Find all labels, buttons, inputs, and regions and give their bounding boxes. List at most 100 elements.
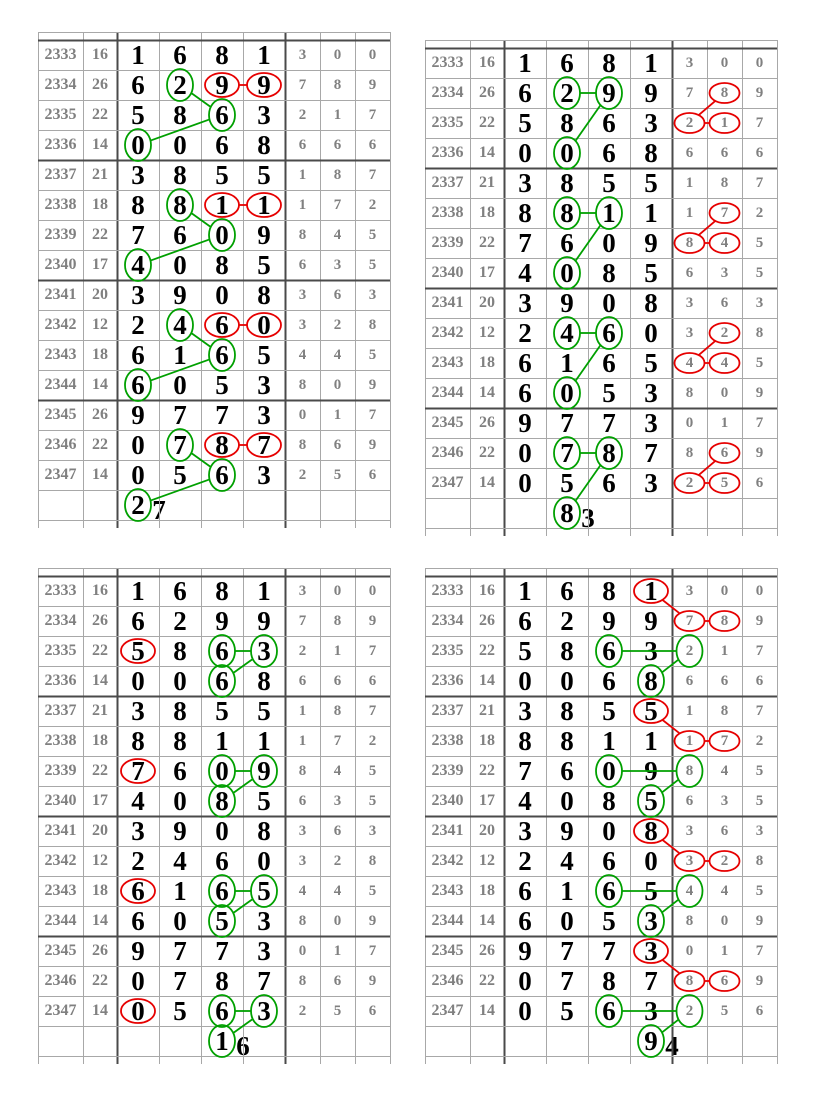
green-circle-annotation xyxy=(250,634,278,668)
table-row: 2333 16 1 6 8 1 3 0 0 xyxy=(38,40,390,70)
main-digit-cell: 3 xyxy=(257,460,271,490)
main-digit-cell: 3 xyxy=(518,696,532,726)
sum-cell: 26 xyxy=(479,612,495,629)
aux-digit-cell: 7 xyxy=(298,77,307,93)
green-circle-annotation xyxy=(250,874,278,908)
table-row: 2336 14 0 0 6 8 6 6 6 xyxy=(38,130,390,160)
main-digit-cell: 5 xyxy=(131,100,145,130)
main-digit-cell: 4 xyxy=(518,258,532,288)
green-circle-annotation xyxy=(637,784,665,818)
aux-digit-cell: 8 xyxy=(333,703,342,719)
aux-digit-cell: 9 xyxy=(755,445,764,461)
aux-digit-cell: 2 xyxy=(298,1003,307,1019)
main-digit-cell: 0 xyxy=(173,786,187,816)
prediction-digit-circled: 8 xyxy=(560,498,574,528)
aux-digit-cell: 2 xyxy=(685,1003,694,1019)
main-digit-cell: 8 xyxy=(257,280,271,310)
main-digit-cell: 6 xyxy=(215,130,229,160)
green-circle-annotation xyxy=(124,248,152,282)
green-circle-annotation xyxy=(208,784,236,818)
green-circle-annotation xyxy=(208,338,236,372)
main-digit-cell: 9 xyxy=(644,606,658,636)
green-circle-annotation xyxy=(208,1024,236,1058)
period-cell: 2341 xyxy=(44,822,77,839)
period-cell: 2346 xyxy=(44,436,77,453)
sum-cell: 12 xyxy=(92,852,108,869)
main-digit-cell: 6 xyxy=(215,310,229,340)
red-circle-annotation xyxy=(633,578,669,604)
green-circle-annotation xyxy=(166,188,194,222)
green-circle-annotation xyxy=(553,256,581,290)
aux-digit-cell: 7 xyxy=(333,197,342,213)
main-digit-cell: 5 xyxy=(215,906,229,936)
table-row: 2339 22 7 6 0 9 8 4 5 xyxy=(38,756,390,786)
main-digit-cell: 8 xyxy=(644,666,658,696)
main-digit-cell: 1 xyxy=(644,726,658,756)
aux-digit-cell: 9 xyxy=(368,77,377,93)
main-digit-cell: 5 xyxy=(173,996,187,1026)
aux-digit-cell: 6 xyxy=(755,1003,764,1019)
sum-cell: 26 xyxy=(479,414,495,431)
aux-digit-cell: 0 xyxy=(368,583,377,599)
aux-digit-cell: 7 xyxy=(755,115,764,131)
aux-digit-cell: 8 xyxy=(298,377,307,393)
aux-digit-cell: 5 xyxy=(755,235,764,251)
aux-digit-cell: 8 xyxy=(333,613,342,629)
period-cell: 2337 xyxy=(44,702,77,719)
sum-cell: 12 xyxy=(92,316,108,333)
aux-digit-cell: 5 xyxy=(368,347,377,363)
period-cell: 2343 xyxy=(431,882,464,899)
main-digit-cell: 1 xyxy=(518,48,532,78)
main-digit-cell: 8 xyxy=(173,190,187,220)
main-digit-cell: 5 xyxy=(257,340,271,370)
aux-digit-cell: 4 xyxy=(333,347,342,363)
main-digit-cell: 2 xyxy=(560,606,574,636)
main-digit-cell: 0 xyxy=(518,666,532,696)
aux-digit-cell: 0 xyxy=(333,377,342,393)
table-row: 2341 20 3 9 0 8 3 6 3 xyxy=(38,816,390,846)
aux-digit-cell: 2 xyxy=(685,475,694,491)
main-digit-cell: 0 xyxy=(173,666,187,696)
aux-digit-cell: 4 xyxy=(298,883,307,899)
aux-digit-cell: 5 xyxy=(755,265,764,281)
green-circle-annotation xyxy=(124,368,152,402)
panel-top-left: 2333 16 1 6 8 1 3 0 0 2334 26 6 2 9 9 7 8 9 2335 22 5 8 6 3 2 1 7 2… xyxy=(38,32,391,529)
green-line-annotation xyxy=(232,898,254,914)
table-row: 2342 12 2 4 6 0 3 2 8 xyxy=(38,310,390,340)
table-row: 2335 22 5 8 6 3 2 1 7 xyxy=(425,108,777,138)
sum-cell: 14 xyxy=(479,672,495,689)
table-row: 2334 26 6 2 9 9 7 8 9 xyxy=(425,78,777,108)
table-row: 2337 21 3 8 5 5 1 8 7 xyxy=(425,696,777,726)
green-circle-annotation xyxy=(675,994,704,1028)
green-line-annotation xyxy=(574,344,602,382)
aux-digit-cell: 7 xyxy=(368,107,377,123)
main-digit-cell: 3 xyxy=(131,280,145,310)
main-digit-cell: 6 xyxy=(560,756,574,786)
table-row: 2347 14 0 5 6 3 2 5 6 xyxy=(425,468,777,498)
aux-digit-cell: 6 xyxy=(720,145,729,161)
main-digit-cell: 5 xyxy=(560,468,574,498)
sum-cell: 20 xyxy=(479,822,495,839)
red-circle-annotation xyxy=(204,432,240,458)
aux-digit-cell: 1 xyxy=(720,643,729,659)
main-digit-cell: 8 xyxy=(215,786,229,816)
main-digit-cell: 5 xyxy=(257,696,271,726)
annotation-overlay xyxy=(425,40,778,536)
period-cell: 2347 xyxy=(44,1002,77,1019)
aux-digit-cell: 9 xyxy=(755,913,764,929)
main-digit-cell: 3 xyxy=(518,168,532,198)
period-cell: 2335 xyxy=(44,106,77,123)
main-digit-cell: 6 xyxy=(173,756,187,786)
table-row: 2337 21 3 8 5 5 1 8 7 xyxy=(38,696,390,726)
aux-digit-cell: 8 xyxy=(298,913,307,929)
annotation-overlay xyxy=(38,568,391,1064)
main-digit-cell: 3 xyxy=(131,816,145,846)
main-digit-cell: 0 xyxy=(560,906,574,936)
main-digit-cell: 7 xyxy=(215,936,229,966)
main-digit-cell: 8 xyxy=(215,966,229,996)
period-cell: 2338 xyxy=(44,732,77,749)
sum-cell: 16 xyxy=(92,46,108,63)
main-digit-cell: 7 xyxy=(602,408,616,438)
aux-digit-cell: 8 xyxy=(333,77,342,93)
period-cell: 2344 xyxy=(431,384,464,401)
